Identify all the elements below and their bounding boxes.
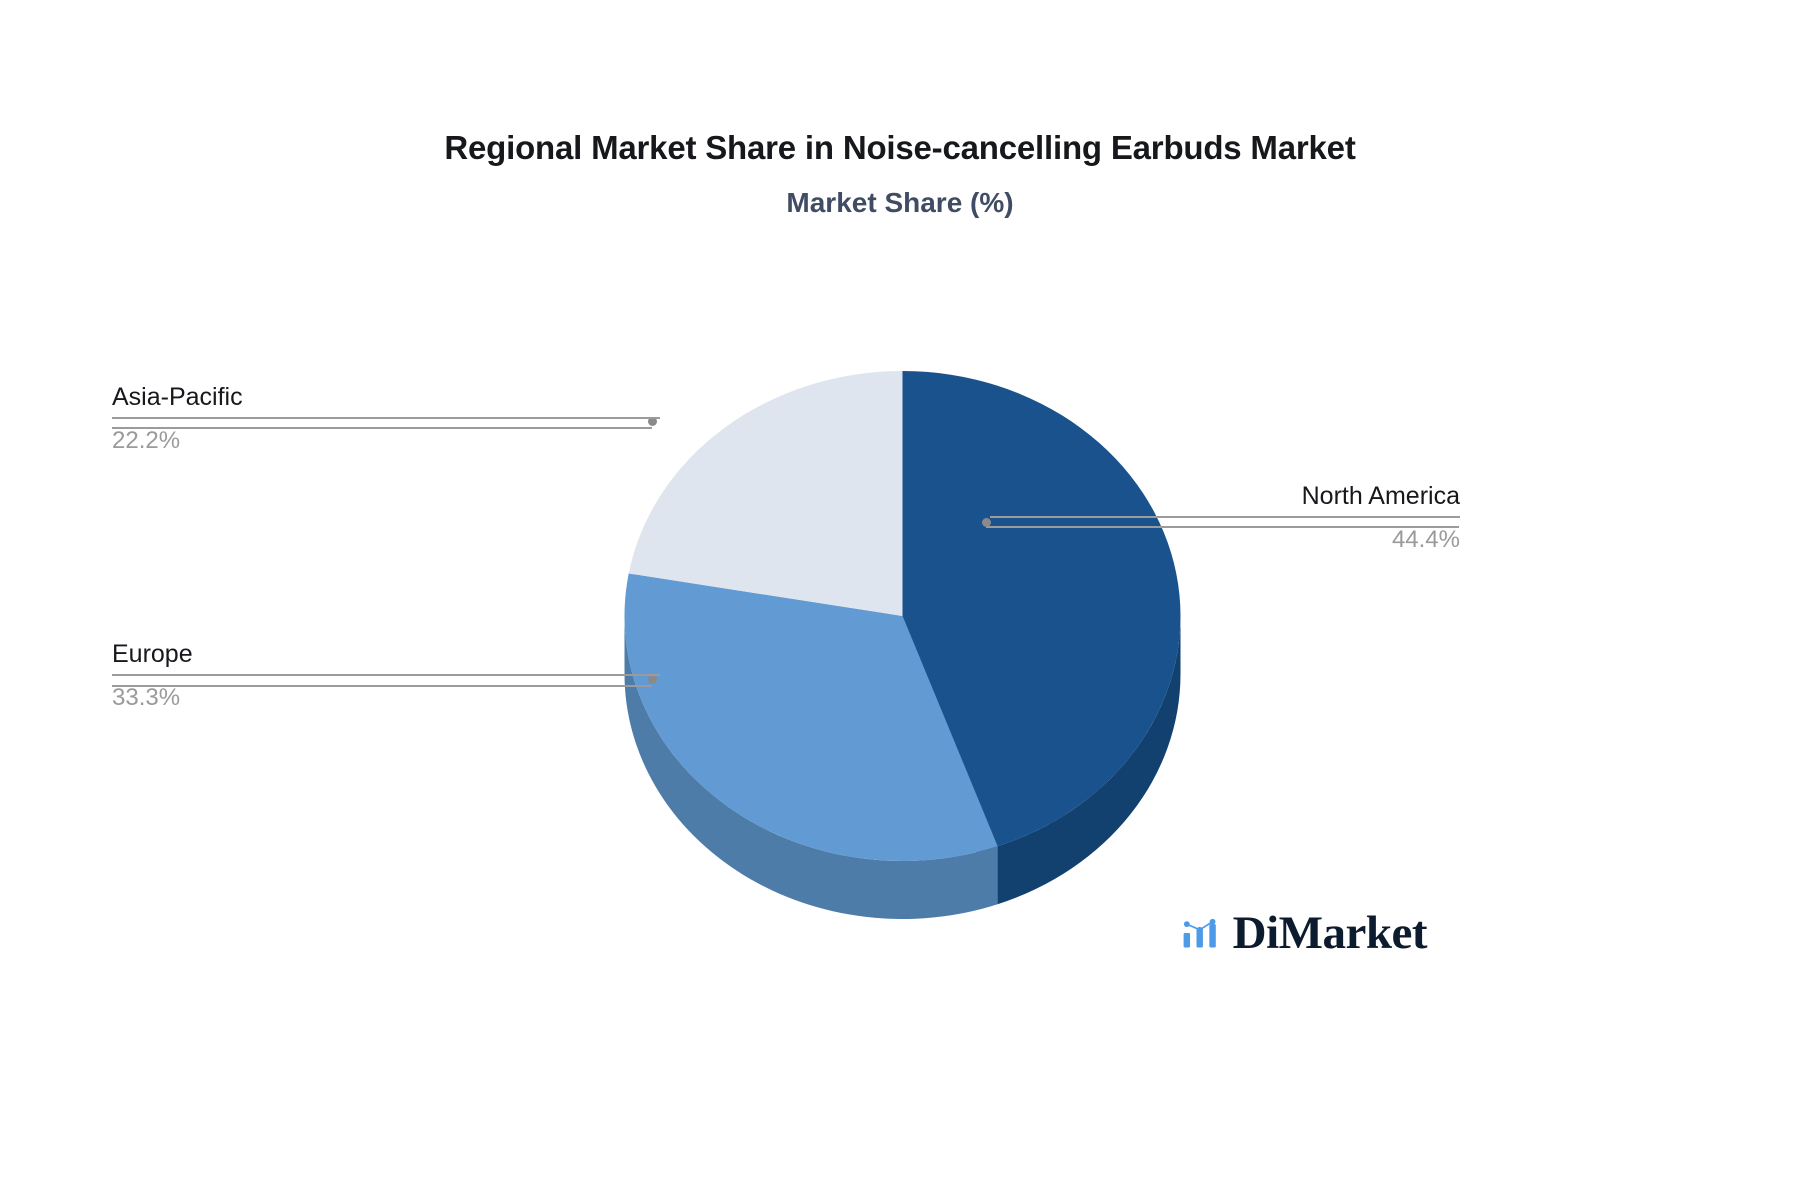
pie-chart xyxy=(575,368,1230,928)
pie-svg xyxy=(624,371,1181,919)
logo-dot-3 xyxy=(1209,918,1216,925)
callout-label-north-america: North America xyxy=(1301,482,1460,510)
callout-value-europe: 33.3% xyxy=(112,684,181,712)
logo-bar-2 xyxy=(1196,928,1203,948)
pie-slices xyxy=(624,371,1181,861)
pie-slice-north-america[interactable] xyxy=(902,371,1181,847)
logo-bar-1 xyxy=(1183,933,1191,948)
dimarket-logo: DiMarket xyxy=(1182,905,1428,961)
logo-dot-1 xyxy=(1183,921,1190,928)
leader-dot-europe xyxy=(648,675,657,684)
logo-bar-3 xyxy=(1209,924,1216,948)
leader-dot-north-america xyxy=(982,518,991,527)
callout-label-europe: Europe xyxy=(112,640,193,668)
bar-chart-icon xyxy=(1183,918,1216,948)
callout-asia-pacific: Asia-Pacific 22.2% xyxy=(112,382,660,456)
callout-north-america: North America 44.4% xyxy=(990,481,1460,555)
chart-subtitle: Market Share (%) xyxy=(786,187,1014,219)
pie-slice-europe[interactable] xyxy=(624,573,998,861)
callout-rule-asia-pacific xyxy=(112,417,660,420)
title-block: Regional Market Share in Noise-cancellin… xyxy=(0,129,1800,219)
logo-text: DiMarket xyxy=(1232,906,1428,959)
callout-rule-north-america xyxy=(990,516,1460,519)
callout-rule-europe xyxy=(112,674,660,677)
leader-dot-asia-pacific xyxy=(648,417,657,426)
logo-dot-2 xyxy=(1196,926,1203,933)
pie-slice-asia-pacific[interactable] xyxy=(628,371,903,616)
callout-value-asia-pacific: 22.2% xyxy=(112,427,181,455)
callout-label-asia-pacific: Asia-Pacific xyxy=(112,383,243,411)
callout-europe: Europe 33.3% xyxy=(112,639,660,713)
page-title: Regional Market Share in Noise-cancellin… xyxy=(444,129,1356,166)
callout-value-north-america: 44.4% xyxy=(1391,526,1460,554)
pie-slice-side-north-america xyxy=(997,616,1181,905)
pie-slice-side-europe xyxy=(624,616,998,919)
